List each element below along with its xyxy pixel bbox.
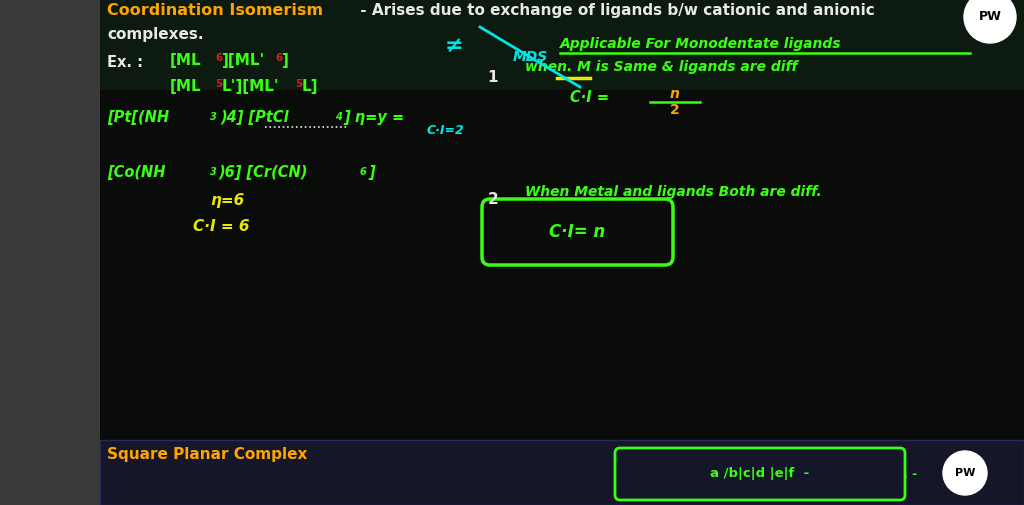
Text: C·I= n: C·I= n xyxy=(549,223,605,241)
Text: MDS: MDS xyxy=(512,50,548,64)
Text: C·I =: C·I = xyxy=(570,90,609,105)
Text: PW: PW xyxy=(979,11,1001,24)
Text: When Metal and ligands Both are diff.: When Metal and ligands Both are diff. xyxy=(525,185,821,199)
Text: 2: 2 xyxy=(487,192,499,208)
FancyBboxPatch shape xyxy=(100,0,1024,90)
Text: 3: 3 xyxy=(210,167,217,177)
FancyBboxPatch shape xyxy=(0,0,100,505)
Text: - Arises due to exchange of ligands b/w cationic and anionic: - Arises due to exchange of ligands b/w … xyxy=(355,3,874,18)
Text: . -: . - xyxy=(903,468,918,480)
Text: ]: ] xyxy=(282,53,289,68)
Text: 2: 2 xyxy=(670,103,680,117)
Text: when. M is Same & ligands are diff: when. M is Same & ligands are diff xyxy=(525,60,798,74)
Text: 6: 6 xyxy=(360,167,367,177)
Text: L'][ML': L'][ML' xyxy=(222,79,280,94)
Text: [ML: [ML xyxy=(170,53,202,68)
Text: [ML: [ML xyxy=(170,79,202,94)
Text: C·I = 6: C·I = 6 xyxy=(193,219,250,234)
Text: 3: 3 xyxy=(210,112,217,122)
Text: complexes.: complexes. xyxy=(106,27,204,42)
Text: 4: 4 xyxy=(335,112,342,122)
Text: PW: PW xyxy=(954,468,975,478)
Text: ≠: ≠ xyxy=(445,37,464,57)
Circle shape xyxy=(964,0,1016,43)
Text: a /b|c|d |e|f  -: a /b|c|d |e|f - xyxy=(711,468,810,480)
Text: 5: 5 xyxy=(215,79,222,89)
Text: [Pt[(NH: [Pt[(NH xyxy=(106,110,169,125)
Text: ]: ] xyxy=(368,165,375,180)
Circle shape xyxy=(943,451,987,495)
FancyBboxPatch shape xyxy=(100,440,1024,505)
Text: 1: 1 xyxy=(487,70,499,84)
Text: Coordination Isomerism: Coordination Isomerism xyxy=(106,3,323,18)
Text: C·I=2: C·I=2 xyxy=(426,124,464,136)
Text: Ex. :: Ex. : xyxy=(106,55,143,70)
Text: )4] [PtCl: )4] [PtCl xyxy=(220,110,289,125)
Text: 6: 6 xyxy=(275,53,283,63)
Text: η=6: η=6 xyxy=(210,193,245,208)
Text: L]: L] xyxy=(302,79,318,94)
Text: 5: 5 xyxy=(295,79,302,89)
Text: 6: 6 xyxy=(215,53,222,63)
Text: n: n xyxy=(670,87,680,101)
Text: )6] [Cr(CN): )6] [Cr(CN) xyxy=(218,165,307,180)
Text: ] η=y =: ] η=y = xyxy=(343,110,404,125)
Text: [Co(NH: [Co(NH xyxy=(106,165,166,180)
Text: Applicable For Monodentate ligands: Applicable For Monodentate ligands xyxy=(560,37,842,51)
FancyBboxPatch shape xyxy=(100,0,1024,505)
Text: ][ML': ][ML' xyxy=(222,53,265,68)
Text: Square Planar Complex: Square Planar Complex xyxy=(106,447,307,462)
